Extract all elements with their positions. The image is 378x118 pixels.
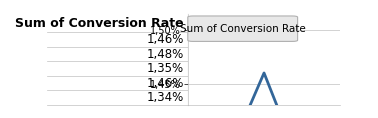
Text: 1,35%: 1,35% [147,62,184,75]
Text: 1,34%: 1,34% [146,91,184,104]
Text: 1,46%: 1,46% [146,33,184,46]
Text: 1,48%: 1,48% [146,48,184,61]
Text: 1,46%: 1,46% [146,77,184,90]
Text: Sum of Conversion Rate: Sum of Conversion Rate [15,17,184,30]
